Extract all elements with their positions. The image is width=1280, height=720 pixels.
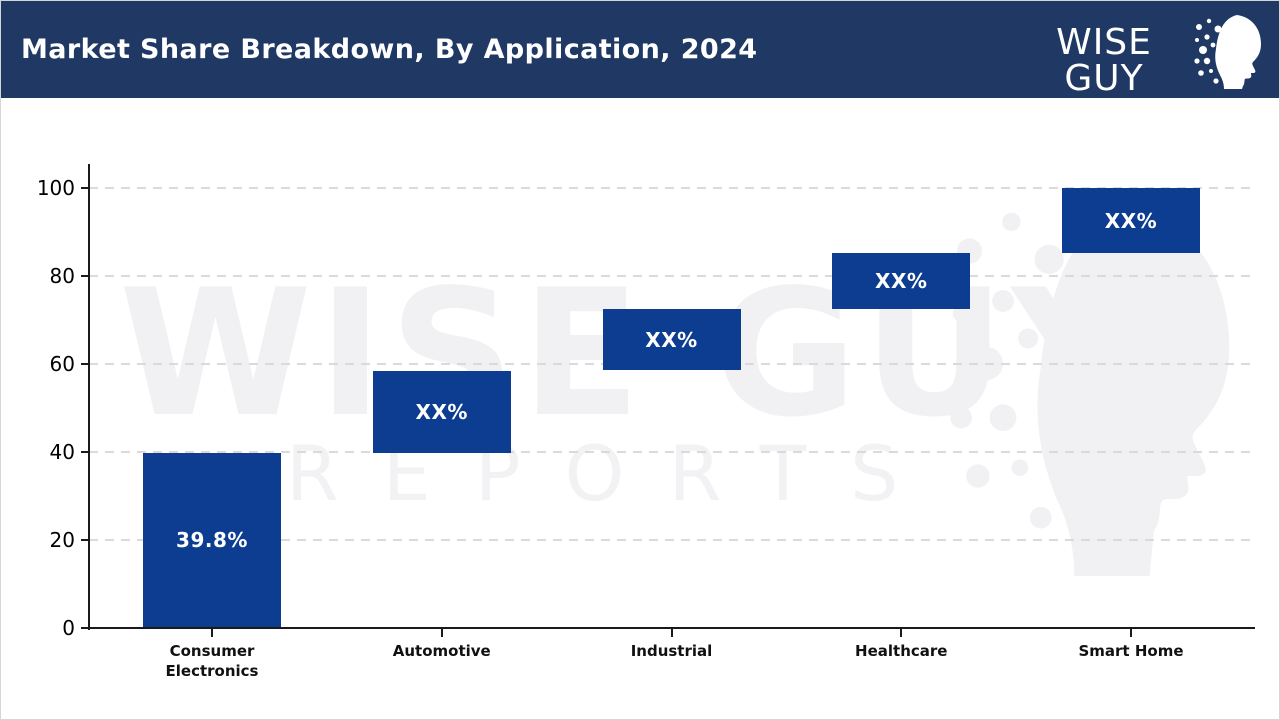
- category-label: Industrial: [630, 642, 713, 660]
- logo-text: WISE GUY REPORTS: [1015, 22, 1193, 115]
- y-tick-label-20: 20: [49, 528, 75, 552]
- bar-value-label: XX%: [415, 399, 468, 424]
- page-title: Market Share Breakdown, By Application, …: [21, 34, 758, 65]
- y-tick-20: [81, 539, 88, 541]
- y-tick-label-60: 60: [49, 352, 75, 376]
- bar-automotive: [372, 371, 511, 453]
- gridline-100: [89, 187, 1255, 189]
- bar-consumer-electronics: [143, 452, 281, 628]
- y-tick-100: [81, 187, 88, 189]
- header-bar: Market Share Breakdown, By Application, …: [1, 1, 1279, 114]
- y-tick-label-80: 80: [49, 264, 75, 288]
- y-tick-label-40: 40: [49, 440, 75, 464]
- bar-value-label: 39.8%: [176, 528, 248, 553]
- category-label: Consumer Electronics: [165, 642, 259, 680]
- y-tick-40: [81, 451, 88, 453]
- gridline-20: [89, 539, 1255, 541]
- x-tick-2: [670, 629, 673, 637]
- bar-value-label: XX%: [1104, 208, 1158, 233]
- y-tick-label-100: 100: [36, 176, 75, 200]
- watermark-face-icon: [936, 176, 1246, 577]
- y-tick-80: [81, 275, 88, 277]
- gridline-80: [89, 275, 1255, 277]
- logo-face-icon: [1191, 13, 1265, 89]
- y-tick-0: [81, 627, 88, 629]
- x-axis: [89, 627, 1255, 629]
- x-tick-3: [900, 629, 903, 637]
- category-label: Smart Home: [1078, 642, 1184, 660]
- x-tick-4: [1130, 629, 1132, 637]
- gridline-40: [89, 451, 1255, 453]
- x-tick-1: [440, 629, 443, 637]
- category-label: Automotive: [392, 642, 491, 660]
- bar-value-label: XX%: [875, 269, 928, 294]
- logo-subtitle: REPORTS: [1043, 100, 1171, 115]
- y-tick-60: [81, 363, 88, 365]
- wise-guy-logo: WISE GUY REPORTS: [1015, 9, 1267, 114]
- logo-wordmark: WISE GUY: [1056, 22, 1152, 99]
- x-tick-0: [211, 629, 213, 637]
- bar-healthcare: [832, 253, 971, 309]
- y-axis: [88, 164, 90, 630]
- y-tick-label-0: 0: [62, 616, 75, 640]
- bar-smart-home: [1062, 188, 1200, 254]
- bar-value-label: XX%: [645, 327, 698, 352]
- bar-industrial: [602, 309, 741, 371]
- category-label: Healthcare: [855, 642, 948, 660]
